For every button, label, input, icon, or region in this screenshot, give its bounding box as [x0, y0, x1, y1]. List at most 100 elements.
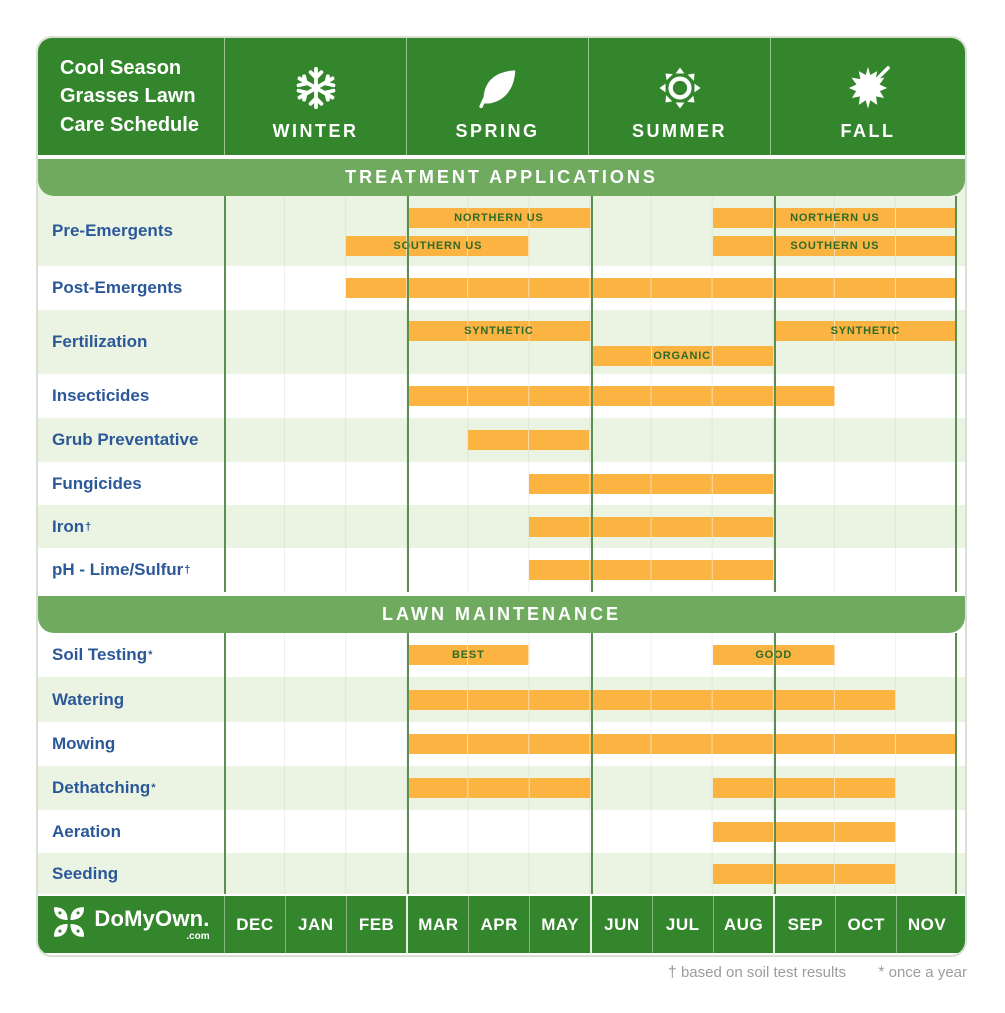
task-row: Aeration [38, 810, 965, 853]
footnote-text: once a year [888, 964, 967, 981]
domyown-pinwheel-icon [52, 905, 86, 944]
task-timeline: SYNTHETIC SYNTHETIC ORGANIC [224, 310, 957, 374]
bar-label: GOOD [755, 649, 793, 661]
season-header-spring: SPRING [406, 38, 588, 155]
season-header-summer: SUMMER [588, 38, 770, 155]
task-name: Mowing [52, 734, 116, 753]
footnote-text: based on soil test results [680, 964, 847, 981]
task-label: pH - Lime/Sulfur † [38, 548, 224, 592]
month-label-jan: JAN [284, 896, 346, 953]
dagger-marker: † [667, 964, 677, 981]
task-row: Watering [38, 677, 965, 722]
task-row: Iron † [38, 505, 965, 548]
domyown-logo: DoMyOwn. .com [38, 896, 224, 953]
schedule-bar [712, 778, 896, 798]
task-timeline [224, 266, 957, 310]
task-row: Fungicides [38, 462, 965, 505]
task-timeline [224, 548, 957, 592]
task-footnote-marker: † [184, 564, 191, 576]
task-row: Dethatching * [38, 766, 965, 810]
asterisk-marker: * [878, 964, 885, 981]
task-name: Aeration [52, 821, 121, 841]
task-timeline [224, 766, 957, 810]
divider [38, 894, 965, 896]
bar-label: BEST [452, 649, 485, 661]
task-row: Soil Testing * BEST GOOD [38, 633, 965, 677]
schedule-bar: GOOD [712, 645, 835, 665]
task-label: Grub Preventative [38, 418, 224, 462]
schedule-bar [407, 690, 896, 710]
section-band-label: TREATMENT APPLICATIONS [345, 167, 658, 187]
month-label-nov: NOV [896, 896, 957, 953]
bar-label: SOUTHERN US [393, 240, 483, 252]
section-band-label: LAWN MAINTENANCE [382, 604, 621, 624]
schedule-bar: BEST [407, 645, 530, 665]
domyown-wordmark: DoMyOwn. .com [94, 905, 210, 942]
task-name: pH - Lime/Sulfur [52, 560, 184, 579]
task-row: Grub Preventative [38, 418, 965, 462]
bar-label: NORTHERN US [790, 212, 880, 224]
schedule-bar: SYNTHETIC [407, 321, 591, 341]
task-row: pH - Lime/Sulfur † [38, 548, 965, 592]
schedule-bar [529, 517, 774, 537]
month-label-mar: MAR [406, 896, 468, 953]
task-name: Grub Preventative [52, 430, 199, 449]
task-footnote-marker: † [85, 520, 92, 533]
task-label: Dethatching * [38, 766, 224, 810]
footnotes: † based on soil test results * once a ye… [640, 964, 967, 982]
month-axis: DEC JAN FEB MAR APR MAY JUN JUL AUG SEP OCT NOV [224, 896, 965, 953]
task-timeline [224, 462, 957, 505]
month-label-dec: DEC [224, 896, 285, 953]
footer: DoMyOwn. .com DEC JAN FEB MAR APR MAY JUN JUL AU… [38, 896, 965, 953]
maintenance-rows: Soil Testing * BEST GOOD Watering Mowing Detha… [38, 633, 965, 894]
task-row: Post-Emergents [38, 266, 965, 310]
footnote-soil-test: † based on soil test results [668, 964, 846, 981]
season-header-winter: WINTER [224, 38, 406, 155]
schedule-bar [407, 734, 957, 754]
task-timeline [224, 677, 957, 722]
bar-label: NORTHERN US [454, 212, 544, 224]
bar-label: SYNTHETIC [830, 325, 901, 337]
task-label: Aeration [38, 810, 224, 853]
season-label: FALL [840, 121, 896, 141]
task-name: Soil Testing [52, 645, 148, 664]
task-label: Iron † [38, 505, 224, 548]
bar-label: ORGANIC [653, 350, 711, 362]
sun-icon [658, 62, 702, 114]
schedule-bar [407, 778, 591, 798]
task-timeline: NORTHERN US NORTHERN US SOUTHERN US SOUTHER… [224, 196, 957, 266]
task-name: Fertilization [52, 332, 148, 351]
schedule-bar [407, 386, 835, 406]
task-name: Fungicides [52, 473, 142, 493]
bar-label: SYNTHETIC [464, 325, 534, 337]
task-timeline [224, 810, 957, 853]
divider [38, 592, 965, 596]
month-label-oct: OCT [835, 896, 896, 953]
maple-leaf-icon [845, 62, 891, 114]
task-name: Seeding [52, 863, 119, 883]
task-timeline [224, 418, 957, 462]
month-label-feb: FEB [345, 896, 407, 953]
schedule-bar [529, 474, 774, 494]
schedule-bar: NORTHERN US [407, 208, 591, 228]
month-label-aug: AUG [712, 896, 774, 953]
task-row: Mowing [38, 722, 965, 766]
task-label: Post-Emergents [38, 266, 224, 310]
month-label-jul: JUL [651, 896, 713, 953]
task-row: Pre-Emergents NORTHERN US NORTHERN US SOUTH… [38, 196, 965, 266]
schedule-bar: ORGANIC [590, 346, 774, 366]
task-label: Insecticides [38, 374, 224, 418]
logo-name: DoMyOwn. [94, 905, 210, 931]
schedule-bar [468, 430, 591, 450]
schedule-bar: SOUTHERN US [346, 236, 530, 256]
month-label-may: MAY [529, 896, 590, 953]
season-header-fall: FALL [770, 38, 965, 155]
task-timeline: BEST GOOD [224, 633, 957, 677]
month-label-sep: SEP [773, 896, 835, 953]
page-title: Cool Season Grasses Lawn Care Schedule [60, 56, 199, 136]
schedule-bar [712, 864, 896, 884]
header: Cool Season Grasses Lawn Care Schedule W… [38, 38, 965, 155]
season-label: SUMMER [632, 121, 727, 141]
task-name: Dethatching [52, 778, 151, 797]
task-name: Post-Emergents [52, 278, 183, 297]
